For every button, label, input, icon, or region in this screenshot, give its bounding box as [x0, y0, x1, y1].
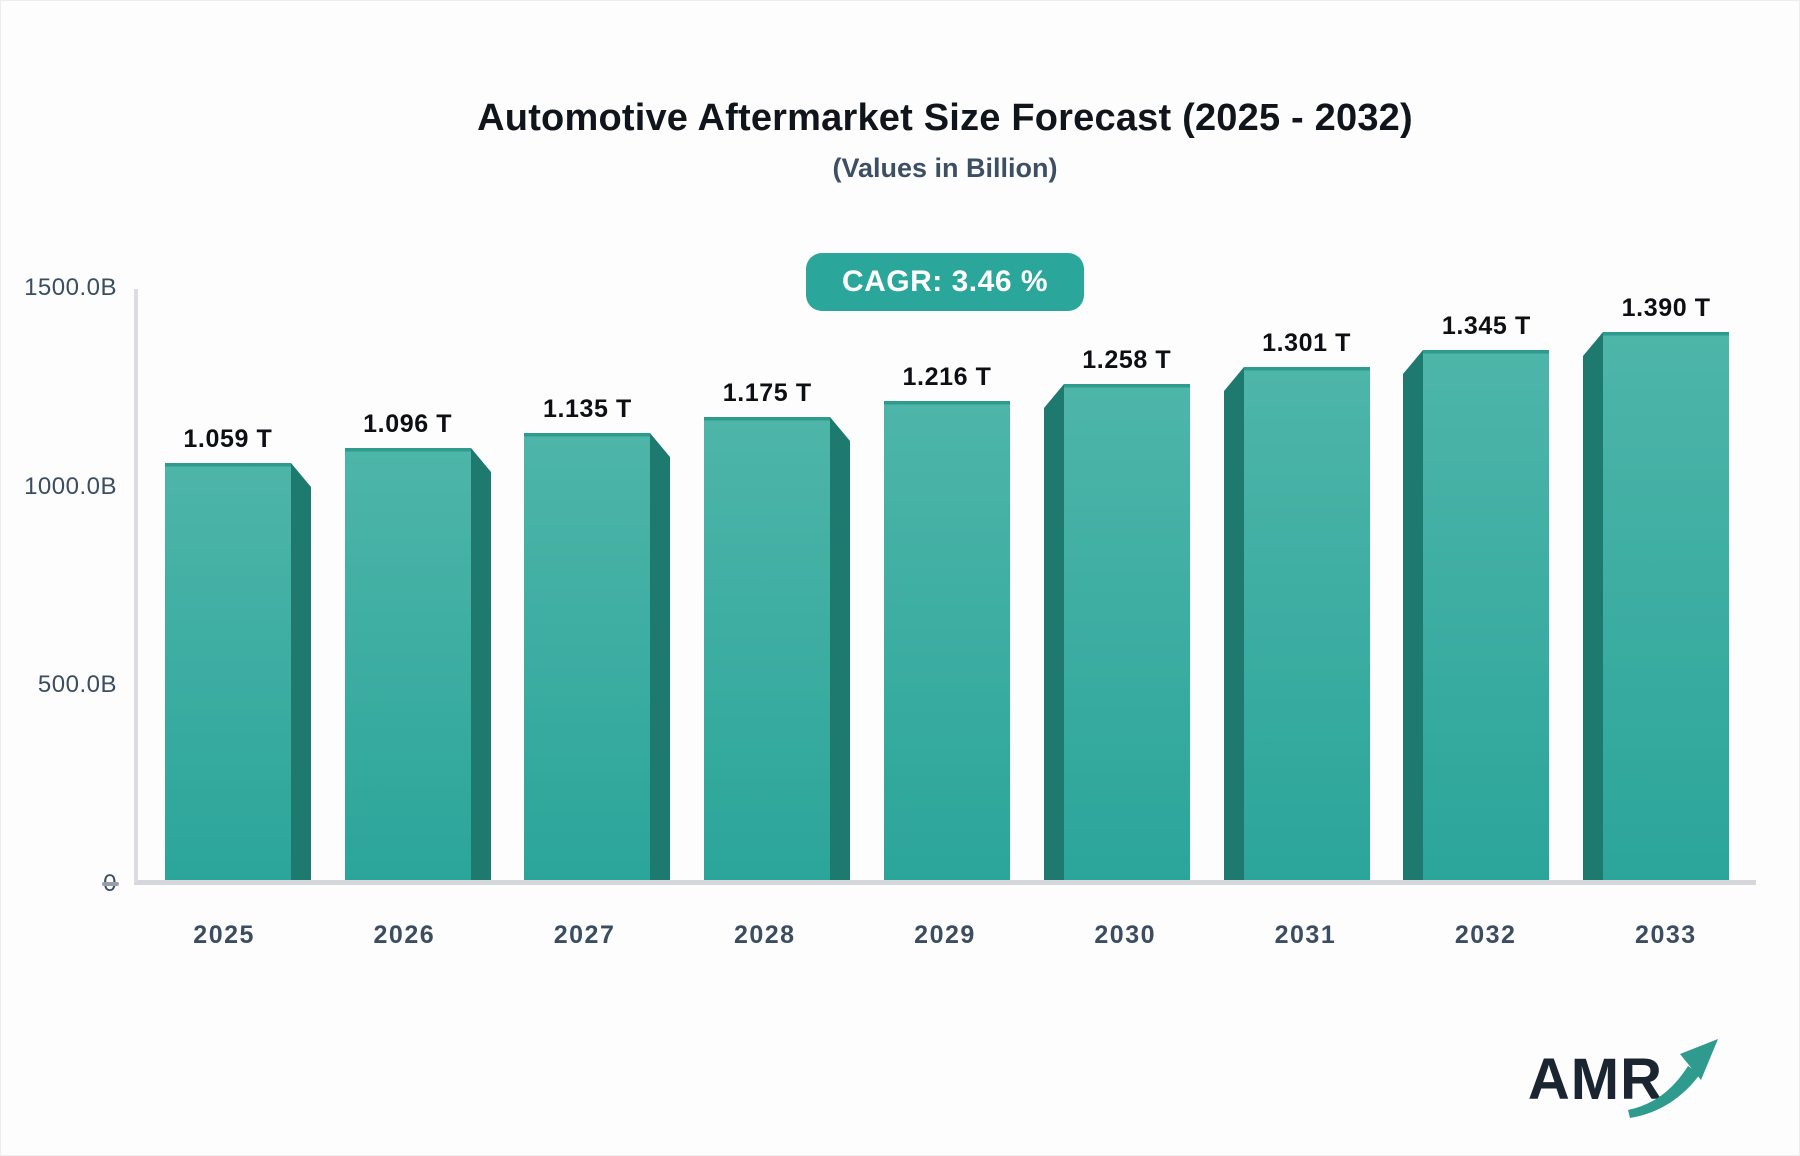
bar-top-edge [704, 417, 831, 421]
chart-title: Automotive Aftermarket Size Forecast (20… [477, 97, 1413, 139]
bar [524, 433, 671, 880]
bar-front-face [1063, 384, 1190, 880]
bar-value-label: 1.059 T [183, 425, 273, 453]
bars-row: 1.059 T 1.096 T 1.135 T 1.175 T 1.216 T 1.258… [138, 289, 1756, 880]
bar-group: 1.216 T [857, 289, 1037, 880]
x-axis-labels: 2025 2026 2027 2028 2029 2030 2031 2032 2033 [134, 921, 1756, 950]
y-axis-tick-label: 1000.0B [24, 472, 117, 500]
bar-front-face [1603, 332, 1730, 880]
chart-subtitle: (Values in Billion) [832, 153, 1058, 183]
bar-group: 1.175 T [677, 289, 857, 880]
bar [1043, 384, 1190, 880]
x-axis-tick-label: 2026 [373, 921, 436, 949]
amr-logo-text: AMR [1527, 1047, 1663, 1112]
bar [1403, 350, 1550, 880]
x-axis-tick-label: 2029 [914, 921, 976, 949]
bar-side-face [290, 463, 311, 880]
zero-tick-mark [102, 882, 119, 886]
bar [884, 401, 1011, 880]
x-axis-tick-label: 2028 [733, 921, 796, 949]
x-axis-tick-label: 2025 [193, 921, 255, 949]
bar-value-label: 1.096 T [363, 410, 453, 438]
bar-side-face [650, 433, 671, 880]
cagr-badge: CAGR: 3.46 % [805, 253, 1085, 311]
bar [1583, 332, 1730, 880]
bar [704, 417, 851, 880]
bar-group: 1.301 T [1217, 289, 1397, 880]
bar-top-edge [1063, 384, 1190, 388]
x-axis-tick-label: 2030 [1094, 921, 1157, 949]
bar-value-label: 1.258 T [1082, 346, 1172, 374]
x-axis-tick-label: 2031 [1274, 921, 1337, 949]
bar-side-face [830, 417, 851, 880]
x-axis-tick-label: 2027 [553, 921, 616, 949]
bar-group: 1.059 T [138, 289, 318, 880]
bar-value-label: 1.301 T [1262, 329, 1352, 357]
bar-value-label: 1.216 T [902, 363, 992, 391]
bar-value-label: 1.175 T [722, 379, 812, 407]
bar-front-face [164, 463, 291, 880]
plot-area: 1.059 T 1.096 T 1.135 T 1.175 T 1.216 T 1.258… [134, 289, 1756, 885]
bar-front-face [344, 448, 471, 880]
bar-group: 1.258 T [1037, 289, 1217, 880]
y-axis-tick-label: 0 [1, 870, 117, 898]
cagr-badge-wrap: CAGR: 3.46 % [134, 253, 1756, 311]
bar [1223, 367, 1370, 880]
bar-side-face [470, 448, 491, 880]
bar-value-label: 1.390 T [1621, 294, 1711, 322]
amr-logo: AMR [1527, 1033, 1723, 1118]
bar-top-edge [524, 433, 651, 437]
bar-front-face [704, 417, 831, 880]
bar-top-edge [884, 401, 1011, 405]
bar-top-edge [1423, 350, 1550, 354]
x-axis-tick-label: 2032 [1454, 921, 1517, 949]
bar-front-face [524, 433, 651, 880]
bar [164, 463, 311, 880]
bar-front-face [1423, 350, 1550, 880]
bar-side-face [1043, 384, 1064, 880]
bar-side-face [1583, 332, 1604, 880]
bar-value-label: 1.345 T [1441, 312, 1531, 340]
bar-group: 1.390 T [1576, 289, 1756, 880]
bar-top-edge [1243, 367, 1370, 371]
growth-arrow-icon [1628, 1039, 1718, 1118]
bar-front-face [1243, 367, 1370, 880]
bar-top-edge [1603, 332, 1730, 336]
bar-group: 1.345 T [1396, 289, 1576, 880]
bar-top-edge [164, 463, 291, 467]
bar-group: 1.096 T [318, 289, 498, 880]
y-axis-tick-label: 500.0B [37, 671, 117, 699]
y-axis-tick-label: 1500.0B [24, 274, 117, 301]
bar-value-label: 1.135 T [542, 395, 632, 423]
bar-side-face [1223, 367, 1244, 880]
bar-group: 1.135 T [498, 289, 678, 880]
x-axis-tick-label: 2033 [1635, 921, 1697, 949]
bar-top-edge [344, 448, 471, 452]
bar [344, 448, 491, 880]
bar-front-face [884, 401, 1011, 880]
bar-side-face [1403, 350, 1424, 880]
